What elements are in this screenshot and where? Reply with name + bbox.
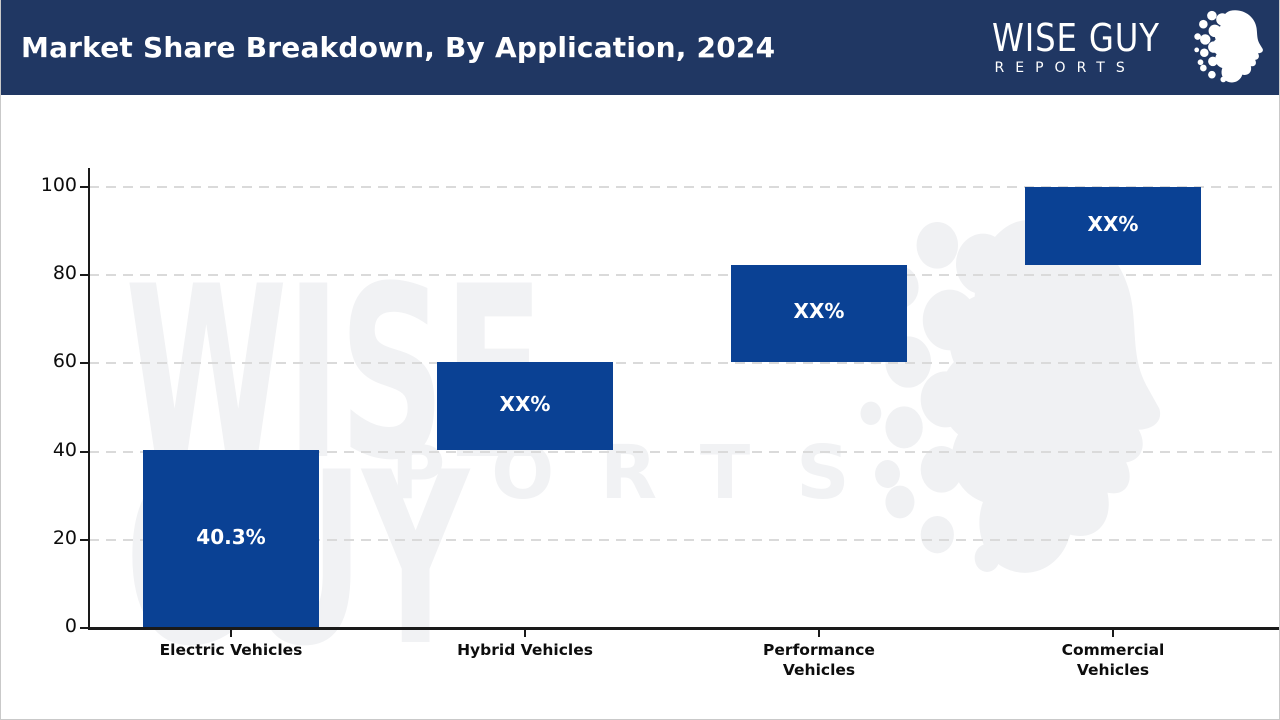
bar-segment	[1025, 187, 1201, 265]
y-axis-line	[88, 168, 90, 630]
page-title: Market Share Breakdown, By Application, …	[21, 31, 776, 64]
y-tick	[80, 274, 88, 277]
y-tick	[80, 627, 88, 629]
y-tick-label: 80	[52, 262, 77, 285]
y-tick-label: 20	[52, 526, 77, 549]
y-tick	[80, 186, 88, 188]
brand-logo: WISE GUY REPORTS	[992, 8, 1279, 88]
y-tick	[80, 538, 88, 541]
header-bar: Market Share Breakdown, By Application, …	[1, 0, 1279, 95]
x-category-label: Commercial Vehicles	[1061, 641, 1165, 680]
bar-value-label: XX%	[1087, 211, 1139, 236]
bar-value-label: XX%	[499, 392, 551, 417]
y-tick-label: 60	[52, 350, 77, 373]
y-tick-label: 40	[52, 438, 77, 461]
logo-wordmark-block: WISE GUY REPORTS	[992, 19, 1189, 76]
gridline	[89, 538, 1279, 541]
y-tick	[80, 450, 88, 453]
x-tick	[524, 629, 526, 637]
bar-value-label: 40.3%	[196, 525, 266, 550]
bar-segment	[437, 362, 613, 451]
y-tick-label: 100	[40, 174, 77, 196]
logo-subtitle: REPORTS	[994, 60, 1136, 76]
gridline	[89, 362, 1279, 365]
logo-wordmark: WISE GUY	[991, 16, 1160, 60]
x-axis-line	[88, 627, 1279, 630]
x-tick	[1112, 629, 1114, 637]
bar-value-label: XX%	[793, 299, 845, 324]
x-category-label: Performance Vehicles	[763, 641, 875, 680]
gridline	[89, 450, 1279, 453]
bar-segment	[731, 264, 907, 363]
x-tick	[230, 629, 232, 637]
y-tick-label: 0	[64, 615, 77, 637]
x-category-label: Electric Vehicles	[159, 641, 303, 659]
x-tick	[818, 629, 820, 637]
x-category-label: Hybrid Vehicles	[457, 641, 593, 659]
gridline	[89, 274, 1279, 277]
gridline	[89, 186, 1279, 188]
bar-segment	[143, 450, 319, 628]
logo-face-icon	[1194, 9, 1263, 82]
y-tick	[80, 362, 88, 365]
